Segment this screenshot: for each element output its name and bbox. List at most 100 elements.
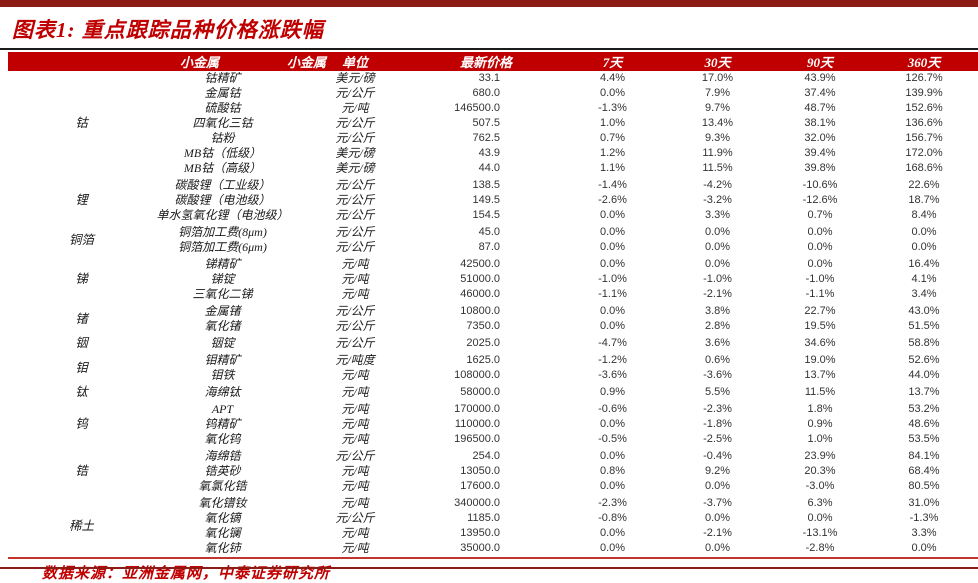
cell-d90: -1.0% <box>805 273 835 285</box>
cell-d30: 0.0% <box>704 241 731 253</box>
cell-unit: 元/公斤 <box>335 511 375 525</box>
cell-unit: 元/公斤 <box>335 304 375 318</box>
cell-d90: 39.4% <box>804 147 836 159</box>
cell-d30: 3.6% <box>704 337 731 349</box>
cell-name: 金属锗 <box>204 304 241 318</box>
table-row: 钨 APT 元/吨 170000.0 -0.6% -2.3% 1.8% 53.2% <box>8 400 978 431</box>
cell-price: 170000.0 <box>454 403 500 415</box>
cell-name: 海绵锆 <box>204 449 241 463</box>
cell-d360: 58.8% <box>908 337 940 349</box>
cell-d7: 0.0% <box>599 542 626 554</box>
cell-price: 44.0 <box>478 162 500 174</box>
cell-unit: 元/吨 <box>341 417 369 431</box>
cell-d7: 0.0% <box>599 320 626 332</box>
cell-d30: 9.3% <box>704 132 731 144</box>
table-row: 钛 海绵钛 元/吨 58000.0 0.9% 5.5% 11.5% 13.7% <box>8 383 978 400</box>
cell-d30: 7.9% <box>704 87 731 99</box>
cell-name: 硫酸钴 <box>204 101 241 115</box>
cell-d90: 0.0% <box>807 241 833 253</box>
cell-d7: 0.9% <box>599 386 626 398</box>
cell-d30: 5.5% <box>704 386 731 398</box>
table-bottom-divider <box>8 557 978 559</box>
metal-group: 锗金属锗 元/公斤 10800.0 0.0% 3.8% 22.7% 43.0% 氧化锗 元/公斤… <box>8 302 978 334</box>
cell-d90: 0.0% <box>807 226 833 238</box>
table-row: 铜箔加工费(6μm) 元/公斤 87.0 0.0% 0.0% 0.0% 0.0% <box>8 240 978 255</box>
cell-name: 氧化钨 <box>204 432 241 446</box>
cell-name: 碳酸锂（工业级） <box>174 178 271 192</box>
table-row: 钨精矿 元/吨 110000.0 0.0% -1.8% 0.9% 48.6% <box>8 417 978 432</box>
cell-price: 762.5 <box>472 132 500 144</box>
col-header-metal-group: 小金属 <box>8 52 219 71</box>
cell-d90: 0.9% <box>807 418 833 430</box>
cell-d360: 156.7% <box>905 132 943 144</box>
top-border-bar <box>0 0 978 7</box>
cell-d7: -2.3% <box>598 497 627 509</box>
cell-price: 340000.0 <box>454 497 500 509</box>
cell-d30: -4.2% <box>703 179 732 191</box>
cell-unit: 元/公斤 <box>335 178 375 192</box>
cell-d360: 168.6% <box>905 162 943 174</box>
cell-d7: -1.0% <box>598 273 627 285</box>
cell-unit: 元/吨 <box>341 479 369 493</box>
cell-unit: 元/吨 <box>341 385 369 399</box>
metal-group: 钴钴精矿 美元/磅 33.1 4.4% 17.0% 43.9% 126.7% 金属钴 元/公斤 6… <box>8 71 978 176</box>
cell-unit: 元/公斤 <box>335 449 375 463</box>
cell-d7: 0.7% <box>599 132 626 144</box>
group-label: 钨 <box>75 417 88 431</box>
cell-price: 1185.0 <box>467 512 500 524</box>
cell-d7: -2.6% <box>598 194 627 206</box>
cell-d30: 2.8% <box>704 320 731 332</box>
col-header-unit: 单位 <box>290 52 420 71</box>
cell-d360: 152.6% <box>905 102 943 114</box>
cell-name: 氧化镧 <box>204 526 241 540</box>
cell-d90: 1.0% <box>807 433 833 445</box>
cell-d360: 52.6% <box>908 354 940 366</box>
table-row: 铜箔 铜箔加工费(8μm) 元/公斤 45.0 0.0% 0.0% 0.0% 0.0% <box>8 223 978 247</box>
bottom-border-bar <box>0 567 978 569</box>
cell-price: 149.5 <box>472 194 500 206</box>
cell-price: 108000.0 <box>454 369 500 381</box>
table-row: 单水氢氧化锂（电池级） 元/公斤 154.5 0.0% 3.3% 0.7% 8.4% <box>8 208 978 223</box>
cell-d30: 0.6% <box>704 354 731 366</box>
cell-d360: 8.4% <box>911 209 937 221</box>
cell-d30: 3.8% <box>704 305 731 317</box>
cell-price: 154.5 <box>472 209 500 221</box>
cell-d360: 3.4% <box>911 288 937 300</box>
cell-name: 钴精矿 <box>204 71 241 85</box>
table-row: 氧氯化锆 元/吨 17600.0 0.0% 0.0% -3.0% 80.5% <box>8 479 978 494</box>
cell-d90: -2.8% <box>805 542 835 554</box>
cell-name: 铜箔加工费(6μm) <box>178 240 267 254</box>
table-row: 钼铁 元/吨 108000.0 -3.6% -3.6% 13.7% 44.0% <box>8 368 978 383</box>
cell-d30: 0.0% <box>704 226 731 238</box>
cell-d7: 4.4% <box>599 72 626 84</box>
cell-d90: -12.6% <box>802 194 838 206</box>
metal-group: 铜箔 铜箔加工费(8μm) 元/公斤 45.0 0.0% 0.0% 0.0% 0.0% 铜箔加工… <box>8 223 978 255</box>
cell-name: 钼铁 <box>210 368 235 382</box>
cell-d90: 19.0% <box>804 354 836 366</box>
cell-name: 锆英砂 <box>204 464 241 478</box>
metal-group: 稀土 氧化镨钕 元/吨 340000.0 -2.3% -3.7% 6.3% 31.0% 氧化镝元… <box>8 494 978 556</box>
cell-d7: 0.0% <box>599 305 626 317</box>
table-row: 锆英砂 元/吨 13050.0 0.8% 9.2% 20.3% 68.4% <box>8 464 978 479</box>
cell-price: 2025.0 <box>466 337 500 349</box>
cell-d30: -1.0% <box>703 273 732 285</box>
cell-d360: 80.5% <box>908 480 940 492</box>
table-row: 金属钴 元/公斤 680.0 0.0% 7.9% 37.4% 139.9% <box>8 86 978 101</box>
cell-d30: -1.8% <box>703 418 732 430</box>
group-label: 锂 <box>75 193 88 207</box>
table-row: 锑锭 元/吨 51000.0 -1.0% -1.0% -1.0% 4.1% <box>8 272 978 287</box>
table-header-row: 小金属 小金属 单位 最新价格 7天 30天 90天 360天 <box>8 52 978 71</box>
cell-d7: 1.0% <box>599 117 626 129</box>
cell-d7: 0.0% <box>599 418 626 430</box>
cell-unit: 元/吨 <box>341 287 369 301</box>
cell-price: 87.0 <box>478 241 500 253</box>
cell-name: 钨精矿 <box>204 417 241 431</box>
cell-d360: -1.3% <box>909 512 939 524</box>
cell-price: 17600.0 <box>460 480 500 492</box>
cell-d7: 0.0% <box>599 241 626 253</box>
cell-name: MB钴（低级） <box>183 146 262 160</box>
cell-d90: -13.1% <box>802 527 838 539</box>
cell-d7: 0.0% <box>599 480 626 492</box>
metal-group: 锆海绵锆 元/公斤 254.0 0.0% -0.4% 23.9% 84.1% 锆英砂 元/吨 13… <box>8 447 978 494</box>
table-row: MB钴（低级） 美元/磅 43.9 1.2% 11.9% 39.4% 172.0% <box>8 146 978 161</box>
